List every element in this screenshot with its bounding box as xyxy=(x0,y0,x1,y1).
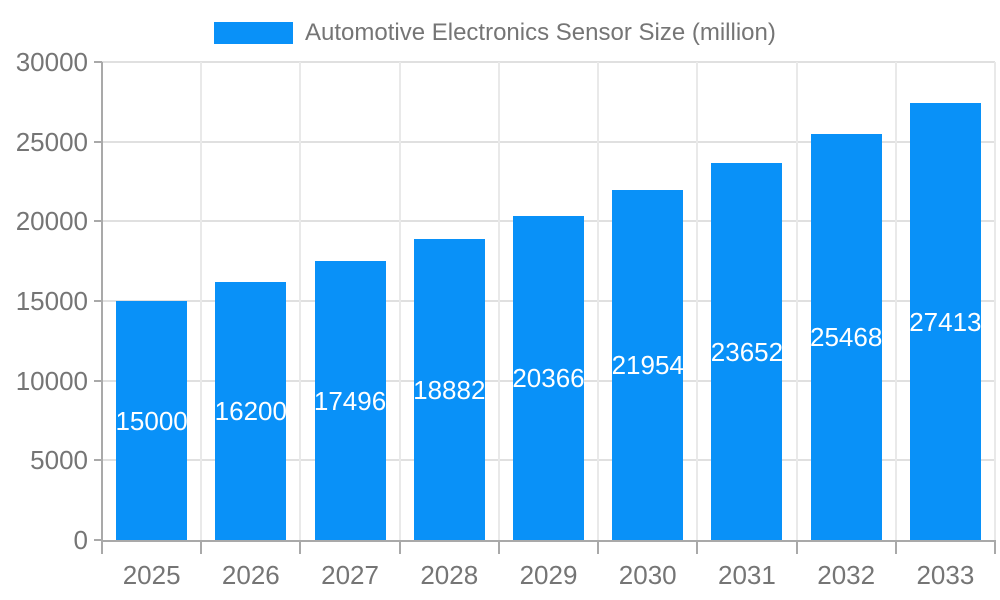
y-tick-label: 20000 xyxy=(15,206,88,237)
x-tick-mark xyxy=(398,540,401,554)
legend[interactable]: Automotive Electronics Sensor Size (mill… xyxy=(214,19,776,46)
x-tick-label: 2032 xyxy=(817,560,876,590)
x-axis-line xyxy=(101,540,995,542)
x-tick-label: 2029 xyxy=(519,560,578,590)
y-tick-mark xyxy=(94,61,102,63)
h-gridline xyxy=(102,140,995,143)
bar[interactable] xyxy=(711,163,783,540)
bar[interactable] xyxy=(513,215,584,540)
x-tick-label: 2030 xyxy=(618,560,677,590)
v-gridline xyxy=(497,62,500,540)
bar-value-label: 16200 xyxy=(214,395,287,426)
bar[interactable] xyxy=(909,103,981,540)
x-tick-mark xyxy=(497,540,500,554)
legend-label: Automotive Electronics Sensor Size (mill… xyxy=(305,19,776,46)
bar-value-label: 25468 xyxy=(810,322,883,353)
v-gridline xyxy=(994,62,996,540)
y-tick-label: 10000 xyxy=(15,365,88,396)
y-tick-mark xyxy=(94,220,102,223)
x-tick-label: 2031 xyxy=(718,560,776,590)
bar[interactable] xyxy=(314,261,386,540)
v-gridline xyxy=(696,62,699,540)
y-tick-label: 0 xyxy=(73,525,88,555)
x-tick-mark xyxy=(994,540,996,554)
v-gridline xyxy=(200,62,203,540)
bar-value-label: 20366 xyxy=(512,362,585,393)
bar-value-label: 21954 xyxy=(611,350,684,381)
x-tick-mark xyxy=(200,540,203,554)
x-tick-mark xyxy=(696,540,699,554)
v-gridline xyxy=(795,62,798,540)
x-tick-label: 2025 xyxy=(122,560,181,590)
y-tick-label: 15000 xyxy=(15,286,88,316)
bar-value-label: 27413 xyxy=(909,306,982,337)
y-tick-mark xyxy=(94,379,102,382)
bar[interactable] xyxy=(413,239,485,540)
x-tick-mark xyxy=(894,540,897,554)
v-gridline xyxy=(398,62,401,540)
y-tick-mark xyxy=(94,459,102,462)
bar-value-label: 17496 xyxy=(313,385,387,416)
x-tick-label: 2027 xyxy=(321,560,379,590)
bar-value-label: 23652 xyxy=(710,336,784,367)
v-gridline xyxy=(299,62,302,540)
x-tick-mark xyxy=(597,540,600,554)
bar[interactable] xyxy=(810,134,882,540)
v-gridline xyxy=(894,62,897,540)
x-tick-mark xyxy=(299,540,302,554)
h-gridline xyxy=(102,61,995,63)
y-tick-label: 5000 xyxy=(30,445,88,476)
x-tick-label: 2026 xyxy=(221,560,280,590)
y-tick-mark xyxy=(94,300,102,302)
y-axis-line xyxy=(101,62,103,542)
bar-value-label: 15000 xyxy=(115,405,188,436)
legend-swatch xyxy=(214,22,293,44)
bar[interactable] xyxy=(612,190,684,540)
y-tick-mark xyxy=(94,140,102,143)
y-tick-label: 25000 xyxy=(15,126,88,157)
bar[interactable] xyxy=(116,301,188,540)
bar[interactable] xyxy=(215,281,287,540)
x-tick-label: 2033 xyxy=(916,560,975,590)
y-tick-label: 30000 xyxy=(15,47,88,77)
y-tick-mark xyxy=(94,539,102,541)
v-gridline xyxy=(597,62,600,540)
x-tick-label: 2028 xyxy=(420,560,479,590)
x-tick-mark xyxy=(101,540,103,554)
bar-value-label: 18882 xyxy=(413,374,486,405)
x-tick-mark xyxy=(795,540,798,554)
